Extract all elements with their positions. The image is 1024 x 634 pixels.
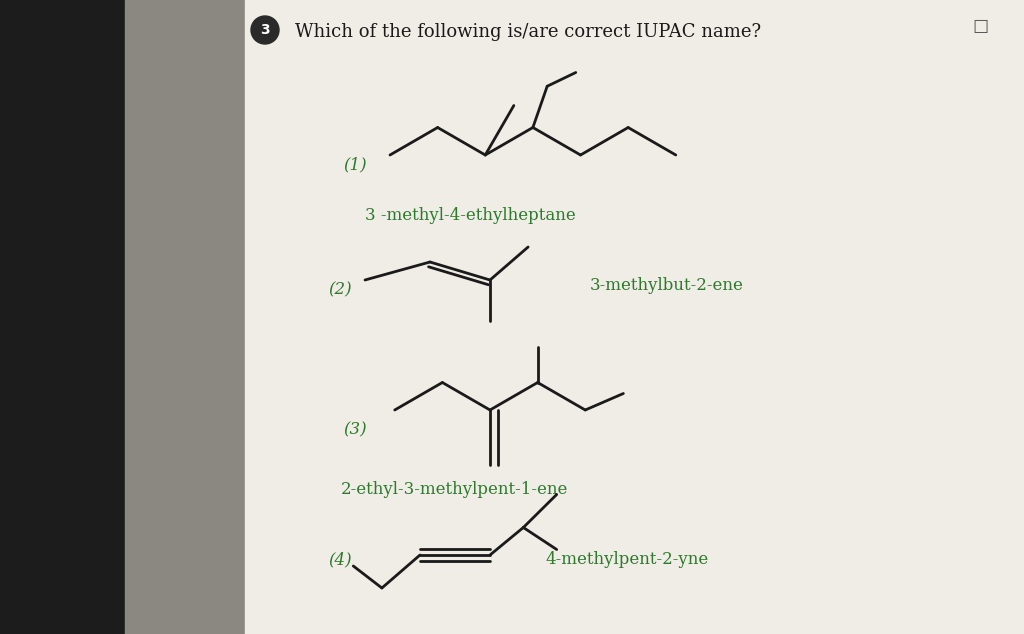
Bar — [125, 0, 245, 634]
Text: 3-methylbut-2-ene: 3-methylbut-2-ene — [590, 276, 743, 294]
Text: 4-methylpent-2-yne: 4-methylpent-2-yne — [545, 552, 709, 569]
Text: 3: 3 — [260, 23, 269, 37]
Text: Which of the following is/are correct IUPAC name?: Which of the following is/are correct IU… — [295, 23, 761, 41]
Text: (4): (4) — [328, 552, 352, 569]
Text: ☐: ☐ — [972, 19, 988, 37]
Bar — [245, 0, 1024, 634]
Text: (2): (2) — [328, 281, 352, 299]
Circle shape — [251, 16, 279, 44]
Bar — [0, 0, 125, 634]
Text: 3 -methyl-4-ethylheptane: 3 -methyl-4-ethylheptane — [365, 207, 575, 224]
Text: 2-ethyl-3-methylpent-1-ene: 2-ethyl-3-methylpent-1-ene — [341, 481, 568, 498]
Text: (1): (1) — [343, 157, 367, 174]
Text: (3): (3) — [343, 422, 367, 439]
